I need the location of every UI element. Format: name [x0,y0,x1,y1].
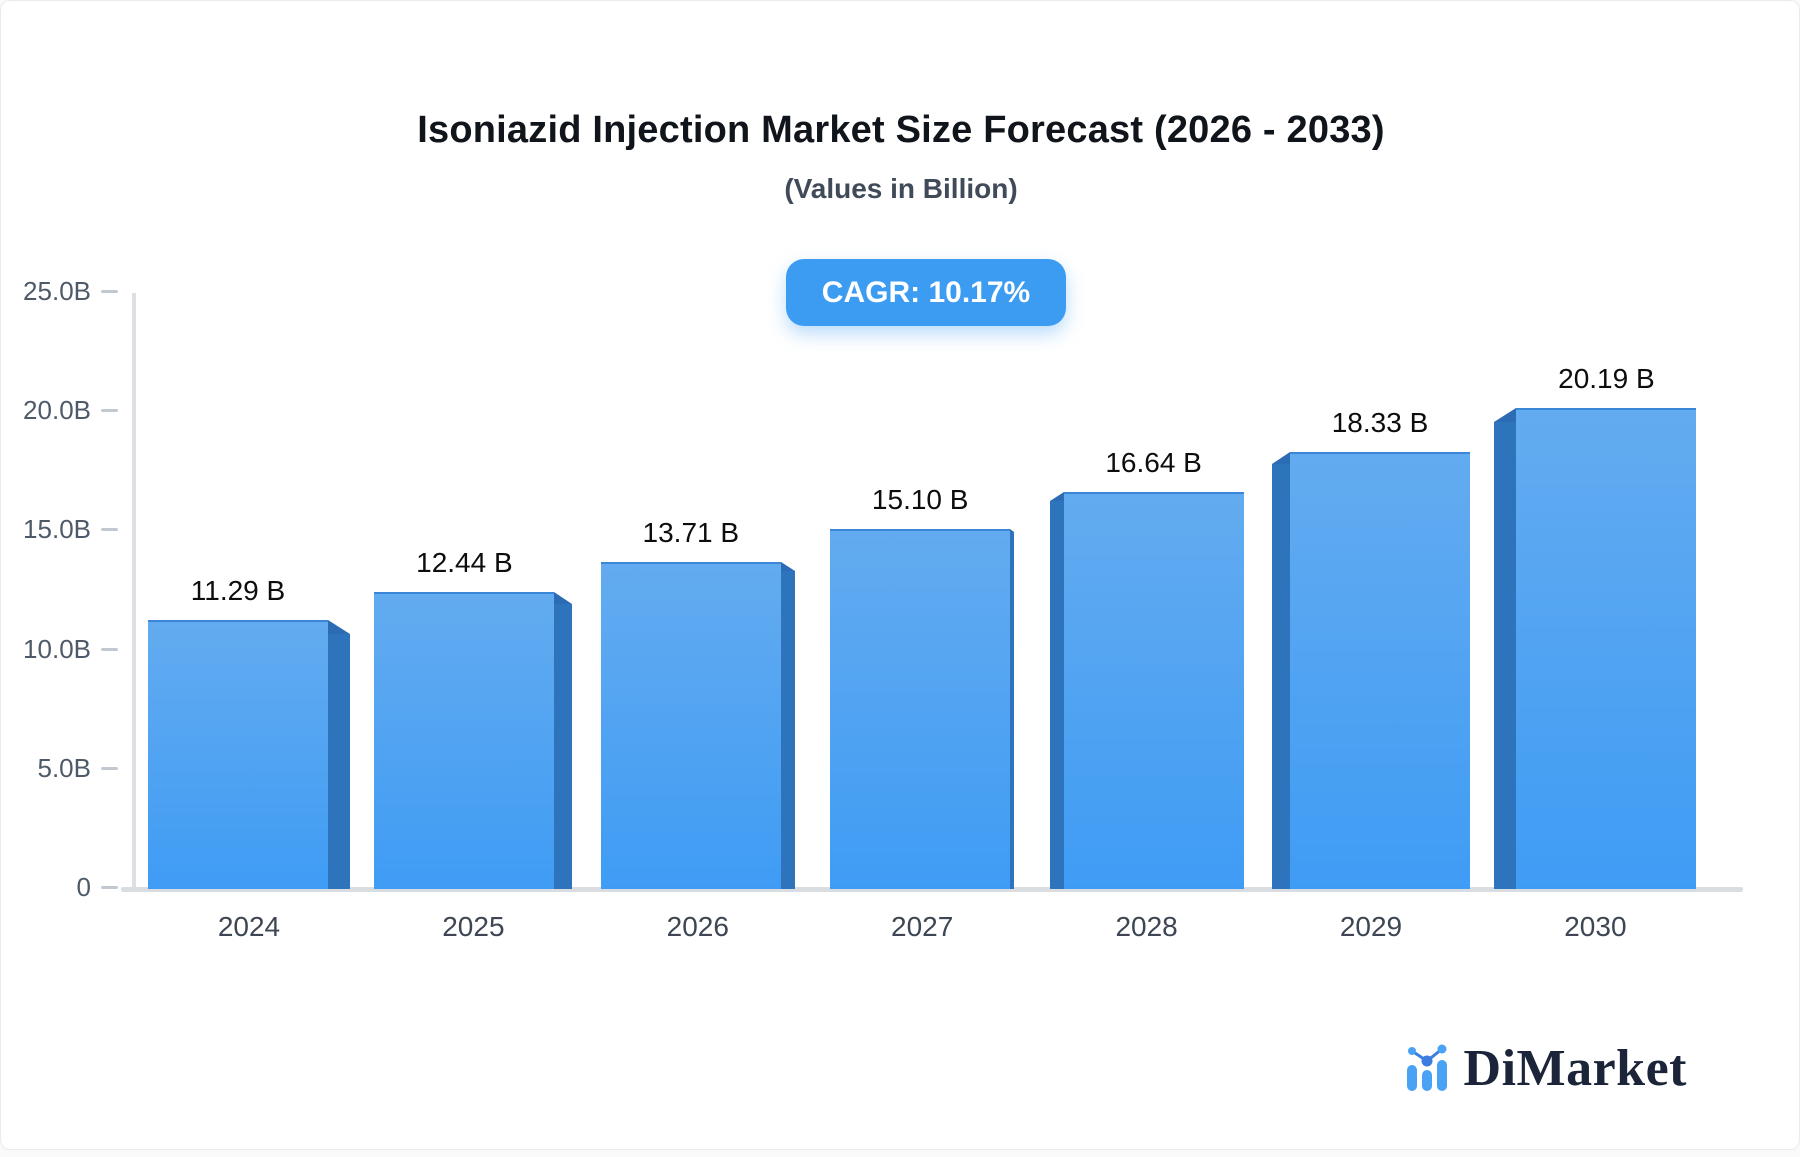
bar [600,562,781,889]
bar-3d-side [1272,464,1290,889]
x-axis-label: 2028 [1115,911,1178,942]
bar-value-label: 13.71 B [642,517,740,548]
brand-logo: DiMarket [1402,1041,1687,1095]
y-axis-tick-label: 25.0B [23,276,91,306]
y-axis-tick-mark [101,647,118,651]
y-axis-tick-label: 15.0B [23,514,91,545]
y-axis-tick-mark [101,409,118,413]
bar-line-chart-icon [1406,1044,1447,1091]
bar-3d-side [554,604,573,889]
x-axis-label: 2024 [217,911,281,942]
page-title: Isoniazid Injection Market Size Forecast… [417,109,1385,151]
bar-3d-side [1010,532,1015,889]
bar-3d-bevel [1494,408,1517,422]
x-axis-label: 2026 [666,911,729,942]
page-subtitle: (Values in Billion) [784,173,1018,204]
y-axis-tick-label: 0 [76,872,91,902]
bar-3d-bevel [780,562,795,571]
bar-3d-side [1049,501,1064,889]
bar-3d-side [328,634,350,889]
y-axis-tick-label: 20.0B [23,395,91,426]
y-axis-tick-label: 10.0B [23,633,91,664]
bar-value-label: 18.33 B [1331,407,1429,438]
bar-value-label: 16.64 B [1105,447,1202,478]
bar [1063,492,1244,889]
bar-value-label: 20.19 B [1558,363,1655,394]
y-axis-tick-label: 5.0B [37,752,92,783]
x-axis-label: 2030 [1564,911,1627,942]
bar-value-label: 12.44 B [416,547,513,578]
y-axis-tick-mark [101,886,118,889]
bar-3d-side [780,571,795,889]
y-axis-tick-mark [101,528,118,532]
y-axis-tick-mark [101,766,118,770]
bar-value-label: 15.10 B [871,484,969,515]
bar-3d-bevel [1272,452,1290,464]
bar-value-label: 11.29 B [190,575,286,606]
bar-3d-bevel [328,620,350,634]
bar [148,620,328,889]
bar [374,592,555,889]
x-axis-label: 2025 [442,911,505,942]
cagr-badge-label: CAGR: 10.17% [821,275,1031,309]
bar-3d-bevel [1049,492,1064,501]
bar-3d-bevel [1010,529,1015,532]
x-axis-label: 2027 [891,911,954,942]
cagr-badge: CAGR: 10.17% [786,259,1066,326]
x-axis-label: 2029 [1339,911,1403,942]
bar [1290,452,1470,889]
x-axis-line [121,887,1743,892]
bar [1516,408,1697,889]
y-axis-tick-mark [101,290,118,293]
bar-3d-bevel [554,592,573,604]
bar-3d-side [1494,422,1517,889]
brand-name: DiMarket [1463,1040,1687,1097]
bar [830,529,1011,889]
y-axis-line [132,293,136,892]
